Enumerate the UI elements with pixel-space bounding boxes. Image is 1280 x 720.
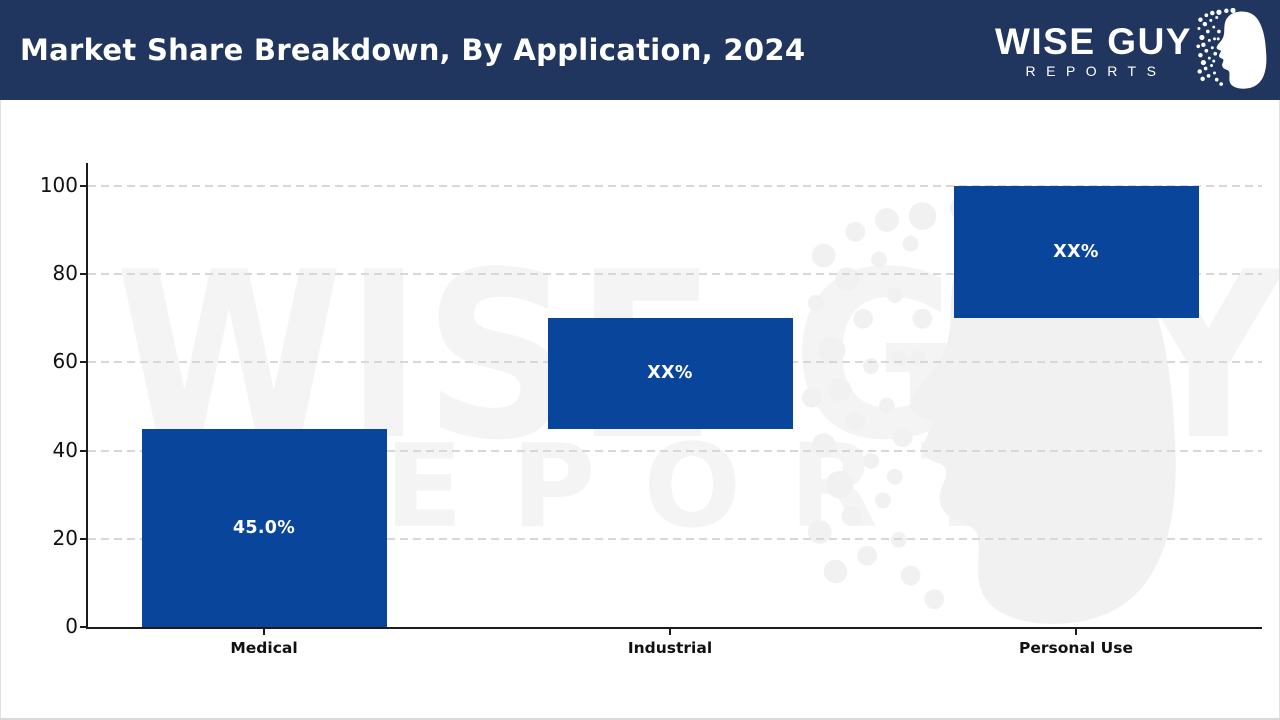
y-axis-tick-mark (80, 626, 88, 628)
frame-left-border (0, 100, 1, 720)
y-axis-tick-label: 80 (52, 261, 78, 286)
bar-value-label: XX% (647, 363, 693, 384)
y-axis-line (86, 163, 88, 629)
bar-personal-use: XX% (953, 186, 1199, 319)
wise-guy-logo: WISE GUY REPORTS (995, 8, 1270, 92)
bar-medical: 45.0% (141, 428, 387, 627)
y-axis-tick-mark (80, 185, 88, 187)
bar-industrial: XX% (547, 318, 793, 429)
y-axis-tick-mark (80, 361, 88, 364)
logo-text: WISE GUY REPORTS (995, 23, 1192, 78)
gridline (88, 185, 1262, 187)
logo-subtext: REPORTS (1025, 62, 1167, 79)
x-axis-tick-mark (263, 628, 265, 635)
bar-value-label: XX% (1053, 242, 1099, 263)
page-title: Market Share Breakdown, By Application, … (20, 33, 806, 67)
y-axis-tick-label: 0 (65, 614, 78, 638)
gridline (88, 449, 1262, 452)
y-axis-tick-mark (80, 273, 88, 276)
x-axis-tick-mark (669, 628, 671, 635)
y-axis-tick-mark (80, 537, 88, 540)
frame-bottom-border (0, 718, 1280, 720)
y-axis-tick-label: 100 (39, 173, 78, 197)
y-axis-tick-label: 40 (52, 437, 78, 462)
logo-wordmark: WISE GUY (994, 20, 1192, 62)
x-axis-category-label: Industrial (627, 639, 713, 657)
bar-value-label: 45.0% (232, 517, 296, 538)
gridline (88, 273, 1262, 276)
gridline (88, 537, 1262, 540)
logo-face-icon (1196, 8, 1267, 89)
y-axis-tick-label: 60 (52, 349, 78, 374)
y-axis-tick-mark (80, 449, 88, 452)
x-axis-category-label: Medical (230, 639, 298, 657)
y-axis-tick-label: 20 (52, 525, 78, 550)
header: Market Share Breakdown, By Application, … (0, 0, 1280, 100)
x-axis-line (86, 627, 1262, 629)
x-axis-category-label: Personal Use (1019, 639, 1133, 657)
x-axis-tick-mark (1075, 628, 1077, 635)
